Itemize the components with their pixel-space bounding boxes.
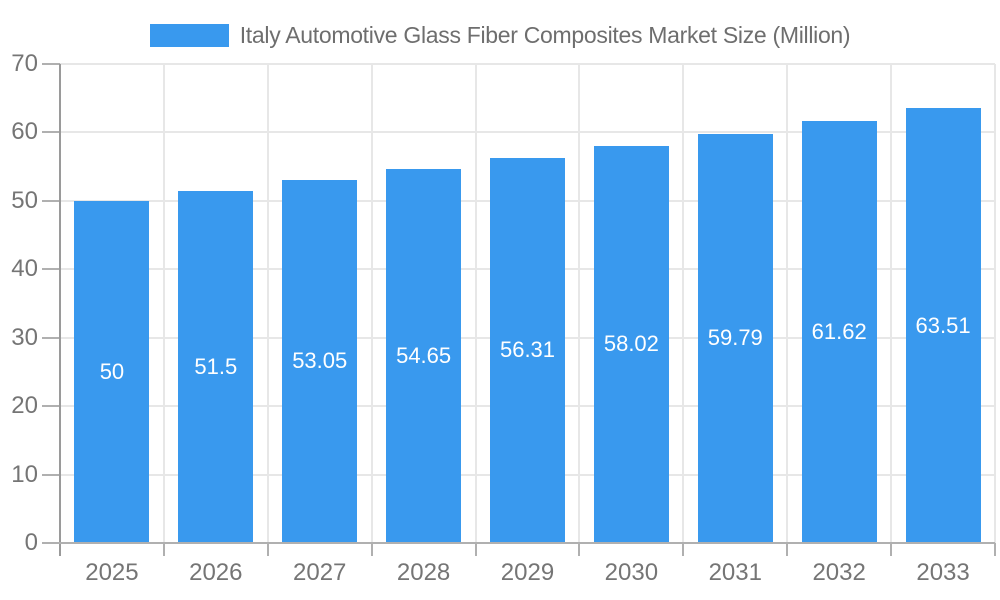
y-axis-label: 60 <box>11 118 38 146</box>
x-axis-line <box>42 542 995 544</box>
y-axis-tick <box>42 199 60 202</box>
y-axis-line <box>59 64 61 556</box>
x-axis-label: 2031 <box>708 559 762 586</box>
y-axis-label: 0 <box>24 529 38 556</box>
y-axis-tick <box>42 473 60 476</box>
y-axis-label: 50 <box>11 186 38 214</box>
bar-value-label: 63.51 <box>915 312 971 338</box>
x-axis-label: 2030 <box>604 559 659 586</box>
y-axis-label: 70 <box>11 50 38 77</box>
bar-value-label: 51.5 <box>194 353 238 379</box>
x-axis-tick <box>890 543 893 556</box>
bar-2032[interactable] <box>801 121 877 543</box>
legend-label: Italy Automotive Glass Fiber Composites … <box>239 22 851 48</box>
x-axis-label: 2033 <box>916 559 970 586</box>
gridline-vertical <box>682 64 685 543</box>
x-axis-tick <box>162 543 165 556</box>
gridline-horizontal <box>60 63 995 65</box>
x-axis-label: 2029 <box>500 559 555 586</box>
gridline-vertical <box>370 64 373 543</box>
gridline-vertical <box>474 64 477 543</box>
gridline-vertical <box>266 64 269 543</box>
y-axis-label: 20 <box>11 392 38 420</box>
bar-2028[interactable] <box>386 169 462 543</box>
bar-value-label: 61.62 <box>811 319 867 345</box>
y-axis-tick <box>42 405 60 408</box>
x-axis-tick <box>786 543 789 556</box>
gridline-horizontal <box>60 131 995 134</box>
y-axis-tick <box>42 63 60 65</box>
bar-value-label: 54.65 <box>396 343 452 369</box>
y-axis-label: 30 <box>11 323 38 351</box>
x-axis-tick <box>994 543 996 556</box>
y-axis-label: 10 <box>11 460 38 488</box>
bar-2026[interactable] <box>178 190 254 543</box>
x-axis-tick <box>474 543 477 556</box>
x-axis-tick <box>578 543 581 556</box>
gridline-vertical <box>162 64 165 543</box>
bar-2029[interactable] <box>490 157 565 543</box>
x-axis-tick <box>370 543 373 556</box>
x-axis-label: 2032 <box>812 559 866 586</box>
legend-swatch-icon <box>149 24 229 47</box>
bar-value-label: 58.02 <box>603 331 659 357</box>
y-axis-tick <box>42 131 60 134</box>
x-axis-tick <box>682 543 685 556</box>
bar-2031[interactable] <box>697 133 773 543</box>
bar-value-label: 59.79 <box>707 325 763 351</box>
x-axis-label: 2025 <box>85 559 139 586</box>
x-axis-label: 2028 <box>396 559 451 586</box>
bar-2027[interactable] <box>282 179 358 543</box>
bar-2030[interactable] <box>593 145 669 543</box>
gridline-vertical <box>994 64 996 543</box>
bar-2033[interactable] <box>905 108 981 543</box>
x-axis-tick <box>266 543 269 556</box>
x-axis-label: 2026 <box>189 559 243 586</box>
gridline-vertical <box>578 64 581 543</box>
y-axis-tick <box>42 268 60 271</box>
bar-value-label: 53.05 <box>292 348 348 374</box>
legend[interactable]: Italy Automotive Glass Fiber Composites … <box>0 22 1000 49</box>
x-axis-label: 2027 <box>293 559 347 586</box>
bar-2025[interactable] <box>74 200 150 543</box>
y-axis-label: 40 <box>11 255 38 283</box>
y-axis-tick <box>42 336 60 339</box>
bar-value-label: 50 <box>99 358 125 384</box>
gridline-vertical <box>890 64 893 543</box>
gridline-vertical <box>786 64 789 543</box>
bar-value-label: 56.31 <box>499 337 556 363</box>
